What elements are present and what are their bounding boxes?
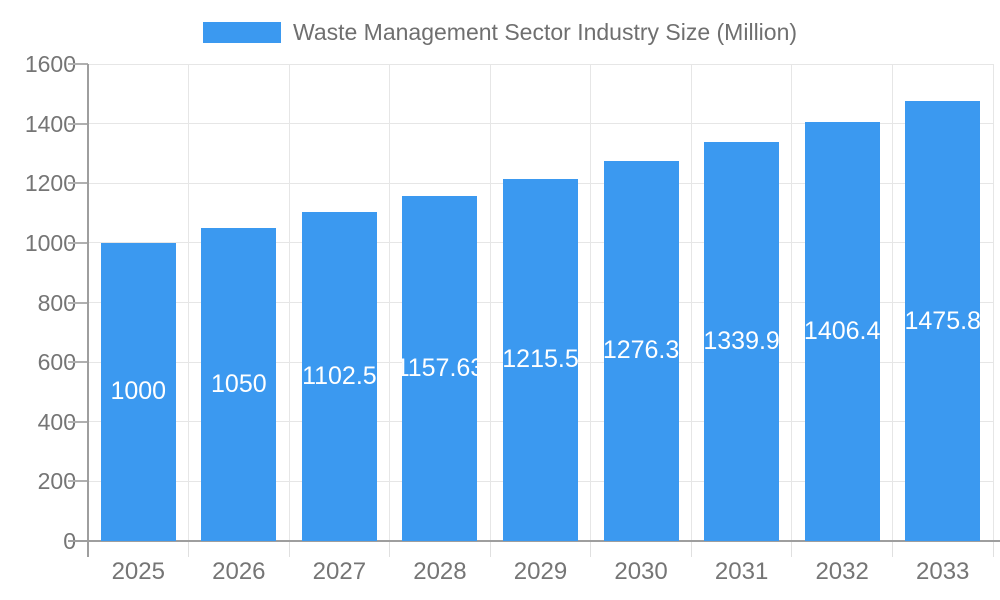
- y-tick: [68, 241, 88, 244]
- bar-2028: 1157.63: [402, 195, 478, 541]
- bar-value-label: 1276.3: [603, 336, 679, 365]
- y-tick-label: 1000: [24, 229, 76, 256]
- bar-2025: 1000: [100, 242, 176, 541]
- bar-value-label: 1406.4: [804, 316, 880, 345]
- x-tick: [288, 541, 290, 557]
- bar-value-label: 1339.9: [704, 326, 780, 355]
- y-tick: [68, 420, 88, 423]
- bar-2033: 1475.8: [905, 101, 981, 541]
- gridline-v: [891, 64, 893, 541]
- y-tick: [68, 63, 88, 65]
- x-tick-label: 2025: [111, 558, 165, 585]
- gridline-v: [992, 64, 994, 541]
- gridline-v: [791, 64, 793, 541]
- x-tick-label: 2033: [916, 558, 970, 585]
- gridline-v: [389, 64, 391, 541]
- x-tick: [188, 541, 190, 557]
- bar-2031: 1339.9: [704, 141, 780, 541]
- plot-area: 1000 1050 1102.5 1157.63 1215.5 1276.3 1339.9 1…: [68, 63, 1000, 557]
- x-tick: [791, 541, 793, 557]
- gridline-h: [88, 123, 993, 125]
- gridline-v: [690, 64, 692, 541]
- gridline-v: [590, 64, 592, 541]
- y-axis-line: [87, 64, 89, 557]
- y-tick-label: 1400: [24, 110, 76, 137]
- x-tick-label: 2031: [714, 558, 769, 585]
- y-tick: [68, 480, 88, 483]
- x-tick: [389, 541, 391, 557]
- x-tick-label: 2030: [614, 558, 668, 585]
- bar-value-label: 1475.8: [905, 306, 981, 335]
- bar-2032: 1406.4: [804, 121, 880, 541]
- x-tick: [590, 541, 592, 557]
- x-tick-label: 2032: [815, 558, 869, 585]
- bar-2026: 1050: [201, 227, 277, 541]
- gridline-v: [188, 64, 190, 541]
- y-tick: [68, 301, 88, 304]
- x-tick: [891, 541, 893, 557]
- x-tick-label: 2026: [212, 558, 266, 585]
- bar-2030: 1276.3: [603, 160, 679, 541]
- y-tick-label: 1200: [24, 170, 76, 197]
- bar-2029: 1215.5: [503, 178, 578, 541]
- x-tick: [992, 541, 994, 557]
- chart-legend: Waste Management Sector Industry Size (M…: [0, 18, 1000, 46]
- bar-value-label: 1102.5: [302, 362, 377, 391]
- bar-2027: 1102.5: [301, 212, 377, 541]
- x-tick: [690, 541, 692, 557]
- y-tick: [68, 122, 88, 125]
- x-tick: [489, 541, 491, 557]
- gridline-v: [489, 64, 491, 541]
- x-tick-label: 2028: [413, 558, 467, 585]
- gridline-h: [88, 63, 993, 65]
- gridline-v: [288, 64, 290, 541]
- x-tick-label: 2029: [513, 558, 568, 585]
- x-axis-line: [68, 540, 1000, 542]
- bar-value-label: 1215.5: [503, 345, 578, 374]
- y-tick-label: 1600: [24, 51, 76, 77]
- bar-value-label: 1157.63: [402, 353, 478, 382]
- bar-value-label: 1000: [110, 377, 167, 406]
- x-tick-label: 2027: [312, 558, 367, 585]
- bar-value-label: 1050: [211, 369, 267, 398]
- y-tick: [68, 182, 88, 185]
- chart-title: Waste Management Sector Industry Size (M…: [292, 18, 798, 45]
- legend-swatch: [202, 21, 281, 43]
- y-tick: [68, 361, 88, 364]
